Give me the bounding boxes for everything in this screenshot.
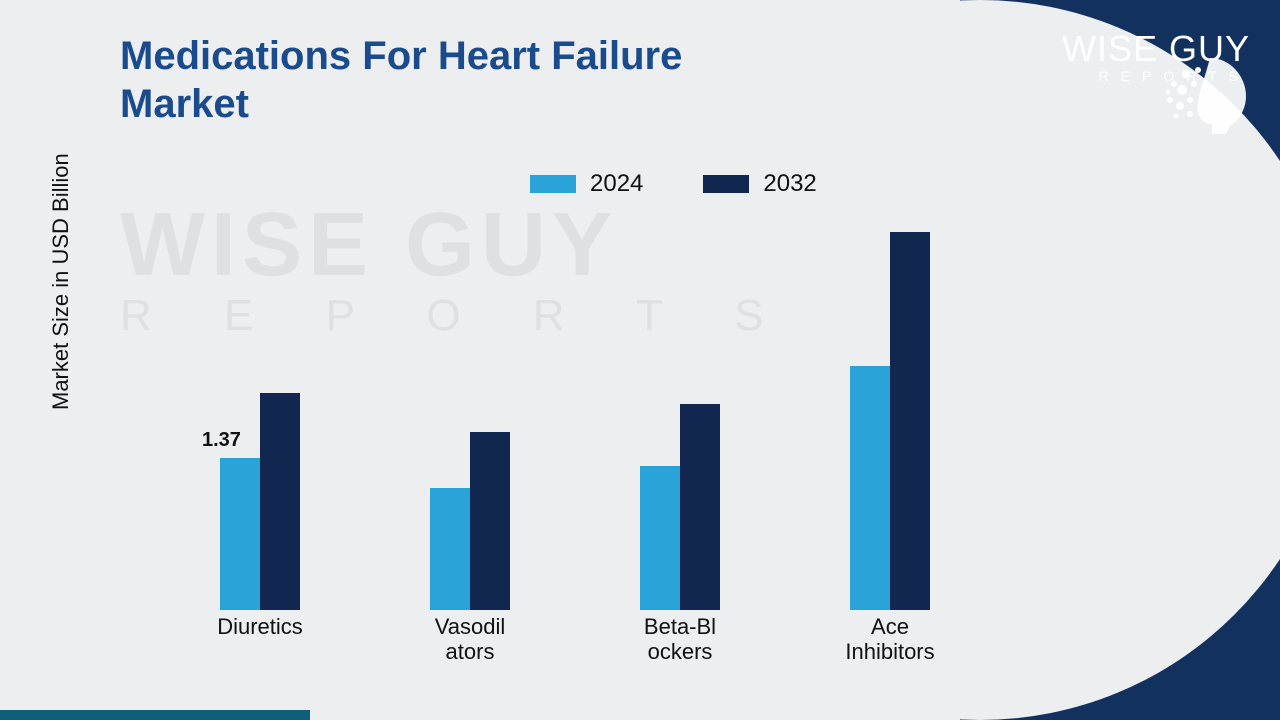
legend-label-2024: 2024 (590, 170, 643, 198)
bar-2024 (430, 488, 470, 610)
bar-2032 (470, 432, 510, 610)
bar-2024 (640, 466, 680, 610)
bar-2024 (220, 458, 260, 610)
legend-item-2032: 2032 (703, 170, 816, 198)
legend: 2024 2032 (530, 170, 817, 198)
bottom-strip (0, 710, 310, 720)
x-axis-label: Vasodilators (400, 614, 540, 665)
legend-swatch-2024 (530, 175, 576, 193)
bar-2024 (850, 366, 890, 610)
brand-head-icon (1160, 54, 1250, 138)
brand-logo: WISE GUY REPORTS (1062, 28, 1250, 84)
bar-2032 (890, 232, 930, 610)
x-axis-label: Diuretics (190, 614, 330, 639)
legend-swatch-2032 (703, 175, 749, 193)
x-axis-label: Beta-Blockers (610, 614, 750, 665)
plot-area: 1.37 (160, 210, 980, 610)
bar-value-label: 1.37 (202, 429, 241, 452)
x-axis-labels: Diuretics Vasodilators Beta-Blockers AceInh… (160, 614, 980, 674)
chart-canvas: Medications For Heart Failure Market WIS… (0, 0, 1280, 720)
chart-area: Market Size in USD Billion 2024 2032 1.3… (100, 150, 1000, 680)
bar-2032 (680, 404, 720, 610)
x-axis-label: AceInhibitors (820, 614, 960, 665)
chart-title: Medications For Heart Failure Market (120, 32, 820, 128)
y-axis-label: Market Size in USD Billion (48, 153, 74, 410)
legend-label-2032: 2032 (763, 170, 816, 198)
legend-item-2024: 2024 (530, 170, 643, 198)
bar-2032 (260, 393, 300, 610)
